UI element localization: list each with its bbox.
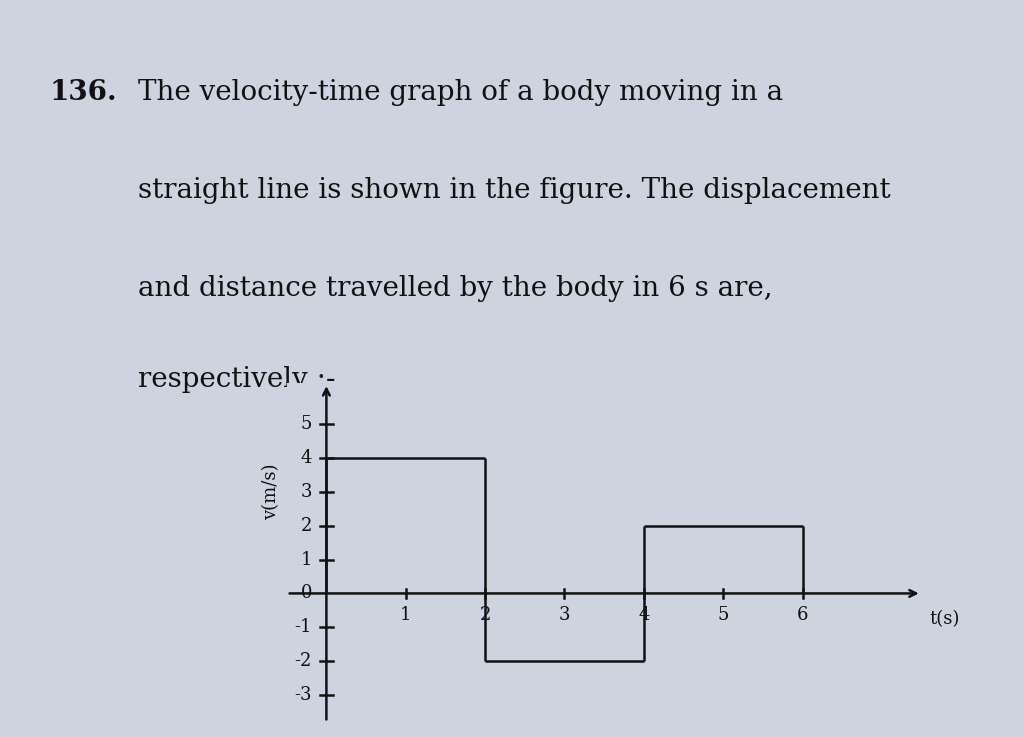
Text: 1: 1: [301, 551, 312, 568]
Text: -1: -1: [295, 618, 312, 636]
Text: -2: -2: [295, 652, 312, 670]
Text: t(s): t(s): [930, 610, 959, 629]
Text: The velocity-time graph of a body moving in a: The velocity-time graph of a body moving…: [138, 79, 783, 106]
Text: 3: 3: [301, 483, 312, 500]
Text: v(m/s): v(m/s): [262, 464, 280, 520]
Text: -3: -3: [295, 686, 312, 704]
Text: and distance travelled by the body in 6 s are,: and distance travelled by the body in 6 …: [138, 275, 773, 302]
Text: 5: 5: [301, 415, 312, 433]
Text: 0: 0: [301, 584, 312, 602]
Text: 5: 5: [718, 607, 729, 624]
Text: 136.: 136.: [50, 79, 118, 106]
Text: 6: 6: [797, 607, 808, 624]
Text: 1: 1: [400, 607, 412, 624]
Text: 2: 2: [479, 607, 490, 624]
Text: 2: 2: [301, 517, 312, 534]
Text: 3: 3: [559, 607, 570, 624]
Text: 4: 4: [638, 607, 649, 624]
Text: 4: 4: [301, 449, 312, 467]
Text: respectively :-: respectively :-: [138, 366, 336, 393]
Text: straight line is shown in the figure. The displacement: straight line is shown in the figure. Th…: [138, 177, 891, 204]
